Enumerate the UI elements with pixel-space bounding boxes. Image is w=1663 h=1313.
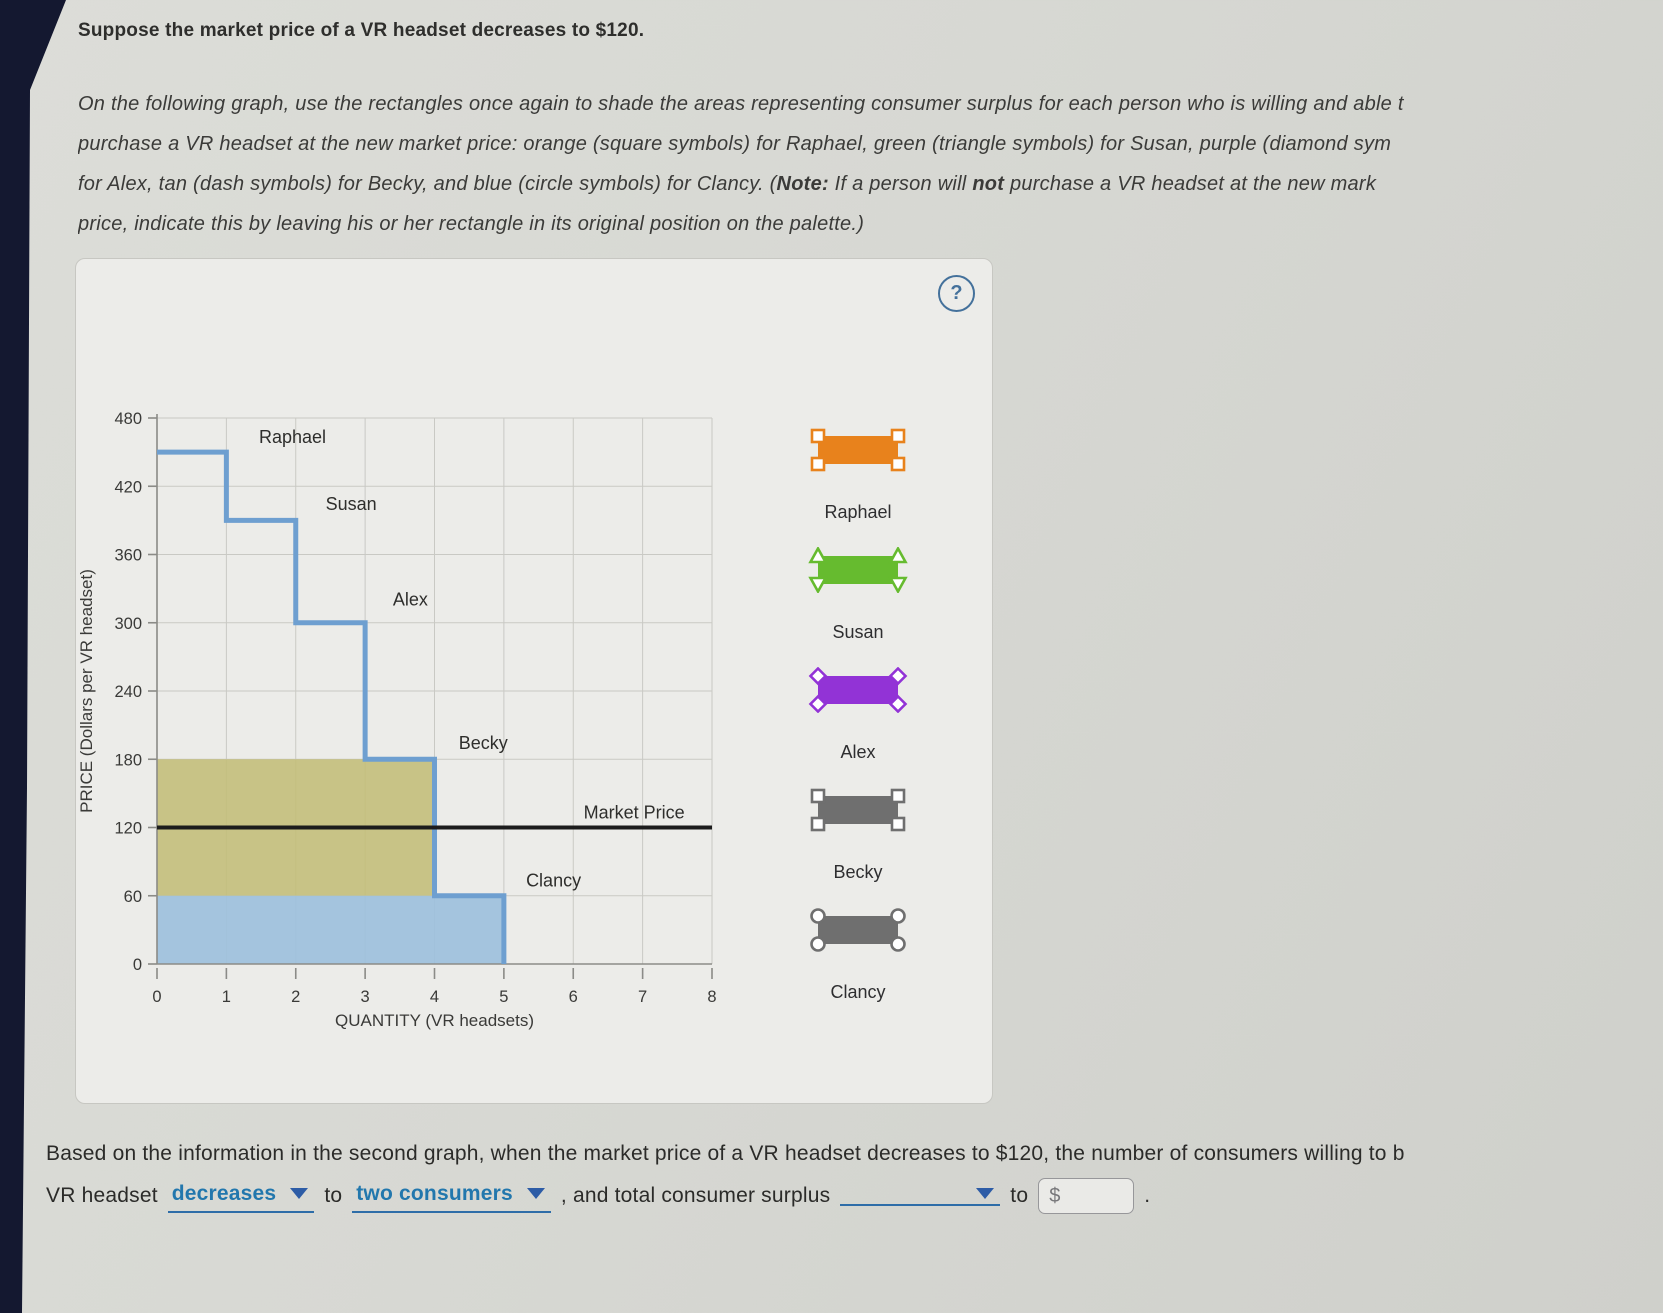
answer-connector-3: to	[1010, 1184, 1029, 1207]
page-title: Suppose the market price of a VR headset…	[78, 20, 645, 41]
dropdown-arrow-icon	[526, 1188, 545, 1199]
label-alex: Alex	[393, 590, 428, 610]
label-clancy: Clancy	[526, 871, 581, 891]
answer-connector-2: , and total consumer surplus	[560, 1184, 831, 1207]
instruction-line: for Alex, tan (dash symbols) for Becky, …	[78, 173, 1377, 195]
help-icon[interactable]: ?	[938, 275, 975, 312]
label-market-price: Market Price	[584, 802, 685, 822]
label-becky: Becky	[459, 733, 508, 753]
placed-rectangles[interactable]	[157, 759, 504, 964]
svg-text:3: 3	[361, 988, 370, 1006]
dropdown-consumer-count-value: two consumers	[356, 1181, 513, 1205]
placed-rectangle-clancy[interactable]	[157, 895, 504, 964]
svg-text:300: 300	[114, 615, 142, 633]
svg-text:8: 8	[707, 988, 716, 1006]
svg-text:480: 480	[114, 410, 142, 428]
dropdown-surplus-change[interactable]	[840, 1186, 1001, 1206]
palette-rectangle-square[interactable]	[802, 427, 914, 473]
surplus-amount-input[interactable]: $	[1038, 1178, 1135, 1214]
svg-text:5: 5	[499, 988, 508, 1006]
svg-text:60: 60	[124, 888, 142, 906]
curve-labels: Raphael Susan Alex Becky Market Price Clancy	[259, 427, 685, 891]
svg-text:180: 180	[114, 751, 142, 769]
answer-line: VR headset decreases to two consumers , …	[46, 1178, 1150, 1214]
dropdown-willing-change-value: decreases	[171, 1181, 277, 1205]
palette-rectangle-square[interactable]	[802, 787, 914, 833]
palette-item-clancy[interactable]: Clancy	[798, 907, 918, 1027]
svg-text:120: 120	[114, 820, 142, 838]
dropdown-willing-change[interactable]: decreases	[167, 1180, 315, 1213]
answer-prefix: VR headset	[46, 1184, 158, 1207]
palette-item-raphael[interactable]: Raphael	[798, 427, 918, 547]
palette-item-label: Alex	[840, 742, 876, 762]
palette-item-label: Becky	[833, 862, 883, 882]
svg-text:1: 1	[222, 988, 231, 1006]
palette-rectangle-diamond[interactable]	[802, 667, 914, 713]
svg-text:6: 6	[569, 988, 578, 1006]
svg-text:4: 4	[430, 988, 439, 1006]
x-axis-title: QUANTITY (VR headsets)	[335, 1011, 534, 1030]
palette-item-becky[interactable]: Becky	[798, 787, 918, 907]
demand-chart[interactable]: 0 60 120 180 240 300 360 420 480 0 1 2 3 4 5 6 7 8 PRICE (…	[76, 259, 992, 1103]
answer-period: .	[1144, 1184, 1151, 1207]
palette-item-susan[interactable]: Susan	[798, 547, 918, 667]
svg-text:240: 240	[114, 683, 142, 701]
instruction-line: price, indicate this by leaving his or h…	[78, 213, 865, 235]
palette-item-alex[interactable]: Alex	[798, 667, 918, 787]
label-raphael: Raphael	[259, 427, 326, 447]
palette-rectangle-triangle[interactable]	[802, 547, 914, 593]
screen-bezel	[0, 0, 66, 1313]
dropdown-consumer-count[interactable]: two consumers	[352, 1180, 551, 1213]
svg-text:360: 360	[114, 547, 142, 565]
instruction-line: On the following graph, use the rectangl…	[78, 93, 1404, 115]
label-susan: Susan	[326, 494, 377, 514]
palette: Raphael Susan Alex Becky Clancy	[798, 427, 918, 1027]
graph-panel: 0 60 120 180 240 300 360 420 480 0 1 2 3 4 5 6 7 8 PRICE (…	[75, 258, 993, 1104]
axes: 0 60 120 180 240 300 360 420 480 0 1 2 3 4 5 6 7 8 PRICE (…	[77, 410, 717, 1030]
svg-text:7: 7	[638, 988, 647, 1006]
question-text: Based on the information in the second g…	[46, 1142, 1405, 1165]
palette-item-label: Raphael	[824, 502, 892, 522]
svg-text:0: 0	[152, 988, 161, 1006]
dropdown-arrow-icon	[976, 1188, 995, 1199]
instructions-paragraph: On the following graph, use the rectangl…	[78, 84, 1663, 244]
svg-text:420: 420	[114, 478, 142, 496]
currency-symbol: $	[1049, 1184, 1061, 1207]
demand-step-curve	[157, 449, 507, 964]
svg-text:0: 0	[133, 956, 142, 974]
palette-rectangle-circle[interactable]	[802, 907, 914, 953]
instruction-line: purchase a VR headset at the new market …	[78, 133, 1392, 155]
palette-item-label: Clancy	[830, 982, 886, 1002]
svg-text:2: 2	[291, 988, 300, 1006]
dropdown-arrow-icon	[290, 1188, 309, 1199]
y-axis-title: PRICE (Dollars per VR headset)	[77, 569, 96, 813]
palette-item-label: Susan	[832, 622, 884, 642]
answer-connector-1: to	[324, 1184, 343, 1207]
